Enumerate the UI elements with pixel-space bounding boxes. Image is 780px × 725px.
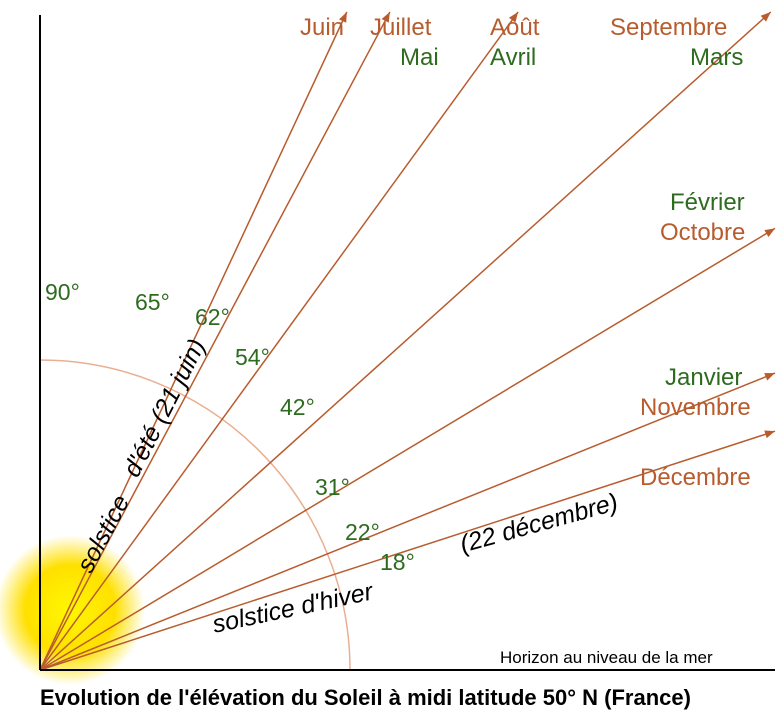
- month-label-mai: Mai: [400, 44, 439, 71]
- caption: Evolution de l'élévation du Soleil à mid…: [40, 685, 691, 710]
- solstice-label-1: d'été (21 juin): [118, 334, 211, 481]
- angle-label-18: 18°: [380, 549, 415, 575]
- month-label-juin: Juin: [300, 14, 344, 41]
- ray-arrow-31: [764, 228, 775, 237]
- solstice-label-2: solstice d'hiver: [210, 577, 377, 639]
- month-label-juillet: Juillet: [370, 14, 432, 41]
- ray-arrow-22: [764, 373, 775, 380]
- angle-label-31: 31°: [315, 474, 350, 500]
- month-label-octobre: Octobre: [660, 219, 745, 246]
- month-label-août: Août: [490, 14, 540, 41]
- month-label-mars: Mars: [690, 44, 743, 71]
- month-label-décembre: Décembre: [640, 464, 751, 491]
- angle-label-22: 22°: [345, 519, 380, 545]
- ray-arrow-18: [764, 430, 775, 438]
- month-label-avril: Avril: [490, 44, 536, 71]
- angle-label-90: 90°: [45, 279, 80, 305]
- solstice-label-3: (22 décembre): [457, 488, 621, 558]
- month-label-septembre: Septembre: [610, 14, 727, 41]
- angle-label-65: 65°: [135, 289, 170, 315]
- solar-elevation-diagram: 18°22°31°42°54°62°65°90°JuinJuilletMaiAo…: [0, 0, 780, 725]
- angle-label-42: 42°: [280, 394, 315, 420]
- horizon-label: Horizon au niveau de la mer: [500, 648, 713, 667]
- month-label-février: Février: [670, 189, 745, 216]
- angle-label-54: 54°: [235, 344, 270, 370]
- ray-54: [40, 12, 518, 670]
- diagram-svg: 18°22°31°42°54°62°65°90°JuinJuilletMaiAo…: [0, 0, 780, 725]
- month-label-janvier: Janvier: [665, 364, 742, 391]
- month-label-novembre: Novembre: [640, 394, 751, 421]
